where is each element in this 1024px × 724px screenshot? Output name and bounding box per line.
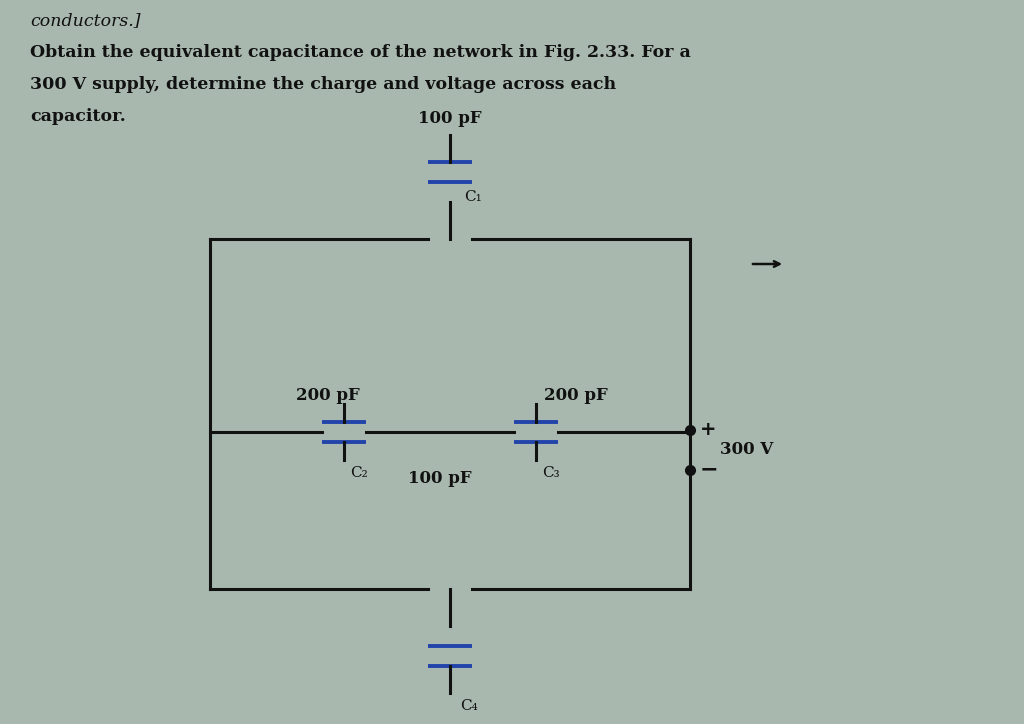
Text: 200 pF: 200 pF	[296, 387, 360, 403]
Text: capacitor.: capacitor.	[30, 108, 126, 125]
Text: +: +	[700, 420, 717, 439]
Text: 300 V: 300 V	[720, 441, 773, 458]
Text: 100 pF: 100 pF	[409, 469, 472, 487]
Text: 100 pF: 100 pF	[418, 110, 482, 127]
Text: conductors.]: conductors.]	[30, 12, 140, 29]
Text: C₂: C₂	[350, 466, 369, 479]
Text: C₁: C₁	[464, 190, 481, 204]
Text: 200 pF: 200 pF	[545, 387, 608, 403]
Text: 300 V supply, determine the charge and voltage across each: 300 V supply, determine the charge and v…	[30, 76, 616, 93]
Text: C₃: C₃	[543, 466, 560, 479]
Text: Obtain the equivalent capacitance of the network in Fig. 2.33. For a: Obtain the equivalent capacitance of the…	[30, 44, 691, 61]
Text: −: −	[700, 460, 719, 479]
Text: C₄: C₄	[460, 699, 478, 713]
